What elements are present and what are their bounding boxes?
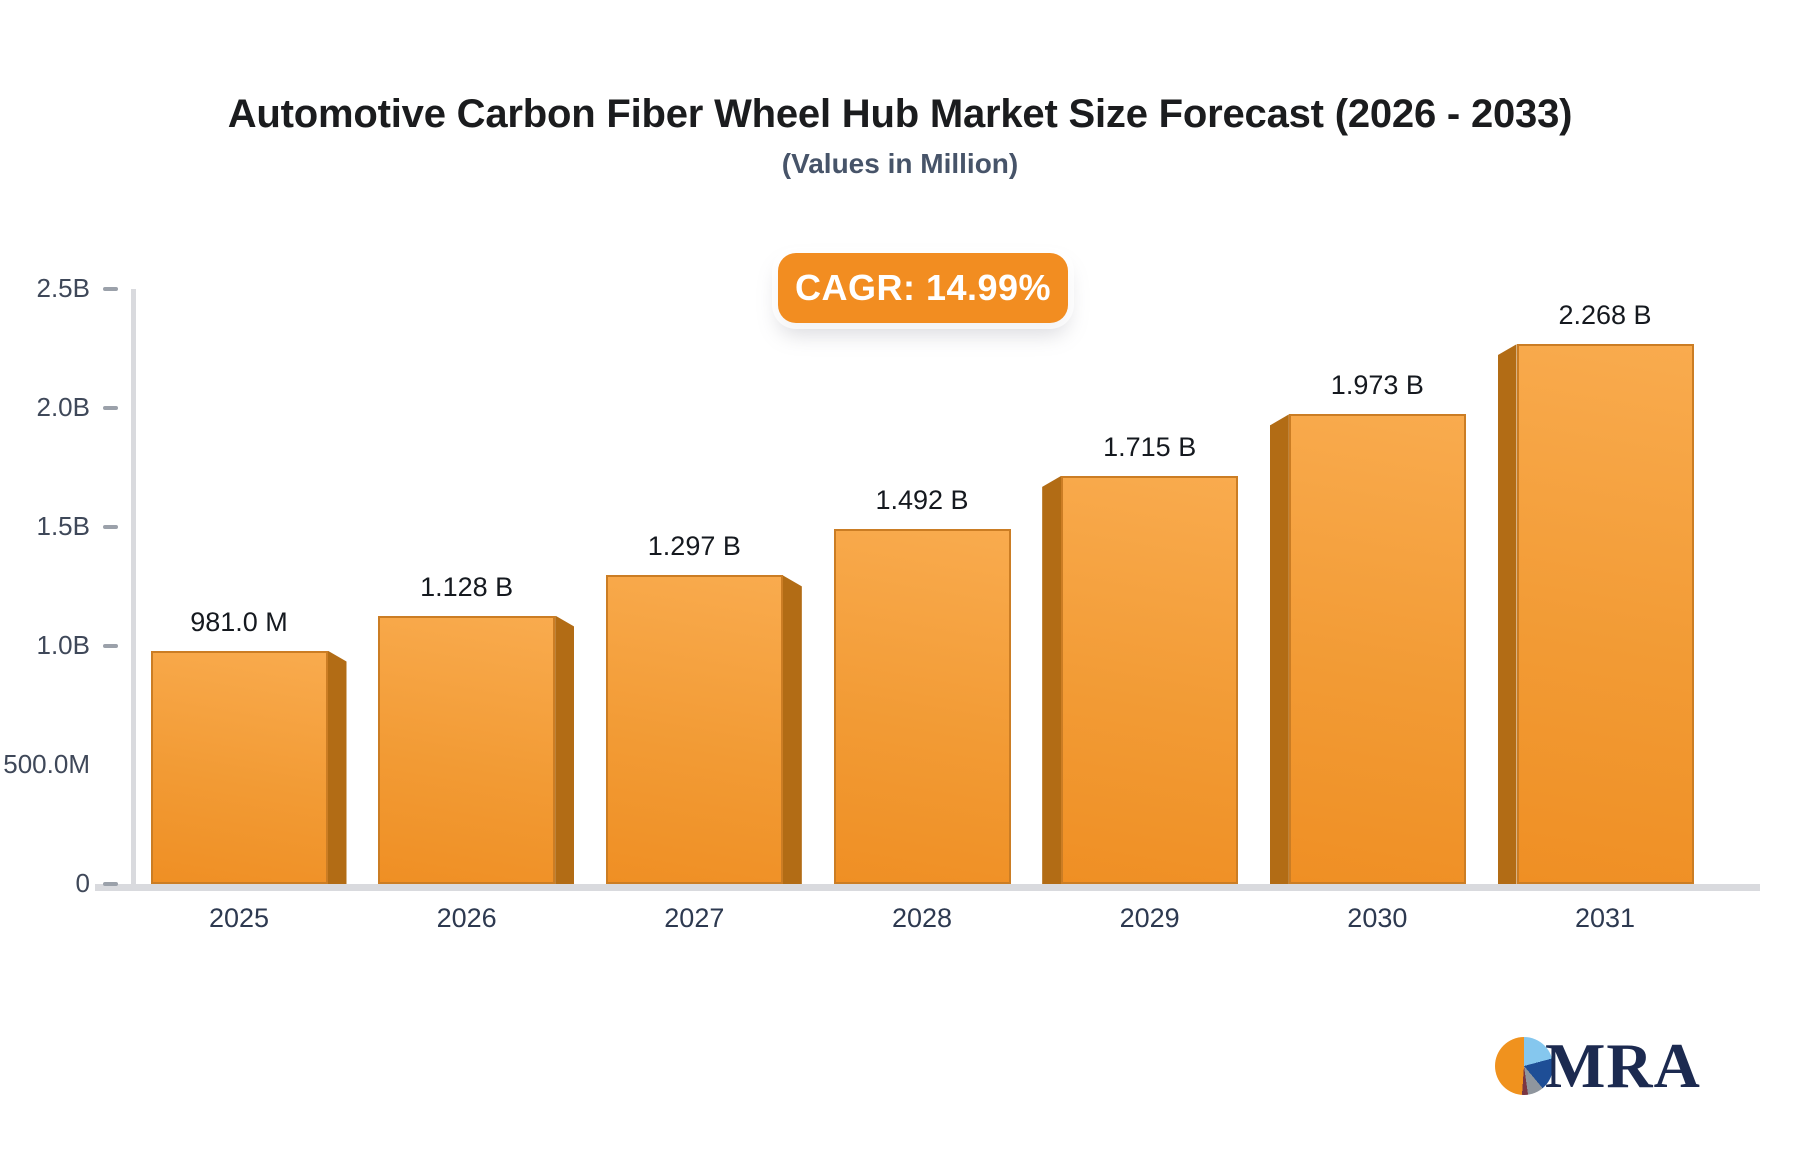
y-tick-label: 500.0M (3, 749, 90, 779)
bar-value-label: 1.973 B (1330, 370, 1424, 401)
bar-2030[interactable] (1288, 414, 1466, 884)
y-tick-dash (103, 882, 118, 886)
bar-side-facet (555, 615, 575, 884)
y-tick-dash (103, 406, 118, 410)
bar-value-label: 2.268 B (1558, 300, 1652, 331)
bar-value-label: 1.492 B (875, 484, 969, 515)
x-axis-label: 2029 (1119, 903, 1180, 933)
x-axis-label: 2031 (1574, 903, 1636, 933)
bar-side-facet (782, 575, 802, 884)
y-tick-label: 1.0B (36, 630, 91, 660)
x-axis-line (95, 884, 1760, 891)
bar-value-label: 1.715 B (1103, 431, 1197, 462)
y-tick-dash (103, 525, 118, 529)
y-tick-label: 1.5B (36, 511, 91, 541)
bar-2031[interactable] (1516, 344, 1694, 884)
mra-logo: MRA (1495, 1030, 1701, 1101)
bar-value-label: 1.297 B (647, 531, 741, 562)
x-axis-label: 2030 (1347, 903, 1408, 933)
x-axis-label: 2028 (891, 903, 953, 933)
bar-side-facet (1497, 344, 1517, 884)
cagr-badge: CAGR: 14.99% (778, 253, 1068, 323)
mra-logo-text: MRA (1545, 1030, 1701, 1101)
bar-2025[interactable] (150, 650, 328, 884)
bar-2028[interactable] (833, 528, 1011, 884)
bar-side-facet (1269, 414, 1289, 884)
bar-side-facet (327, 650, 347, 884)
chart-title: Automotive Carbon Fiber Wheel Hub Market… (227, 92, 1573, 136)
bar-2027[interactable] (605, 575, 783, 884)
bar-value-label: 981.0 M (190, 606, 288, 637)
x-axis-label: 2027 (664, 903, 725, 933)
bar-2029[interactable] (1061, 475, 1239, 884)
y-axis-line (131, 289, 136, 884)
x-axis-label: 2025 (208, 903, 270, 933)
y-tick-label: 2.5B (36, 273, 91, 303)
y-tick-label: 0 (75, 868, 90, 898)
y-tick-dash (103, 287, 118, 291)
y-tick-label: 2.0B (36, 392, 91, 422)
y-tick-dash (103, 644, 118, 648)
chart-subtitle: (Values in Million) (781, 148, 1019, 179)
bar-side-facet (1042, 475, 1062, 884)
bar-value-label: 1.128 B (420, 571, 514, 602)
cagr-badge-label: CAGR: 14.99% (794, 267, 1052, 308)
pie-chart-logo-icon (1495, 1037, 1553, 1095)
x-axis-label: 2026 (436, 903, 497, 933)
bar-2026[interactable] (378, 615, 556, 884)
